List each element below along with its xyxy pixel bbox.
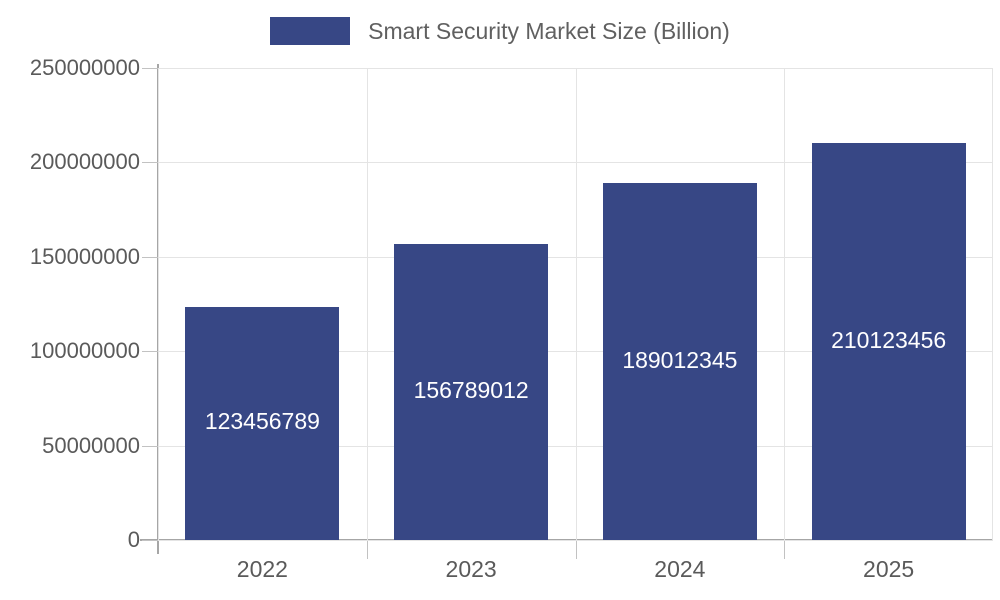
gridline-vertical: [784, 68, 785, 540]
legend-entry-label: Smart Security Market Size (Billion): [368, 18, 730, 44]
x-axis-tick-label: 2024: [654, 556, 706, 582]
bar-value-label: 210123456: [831, 326, 947, 353]
gridline-horizontal: [158, 540, 993, 541]
y-axis-tick-mark: [142, 351, 158, 353]
bar-value-label: 189012345: [622, 346, 738, 373]
x-axis-tick-mark: [367, 541, 368, 559]
gridline-vertical: [367, 68, 368, 540]
bar-2022[interactable]: 123456789: [185, 306, 340, 540]
y-axis-tick-label: 50000000: [42, 432, 140, 458]
gridline-horizontal: [158, 162, 993, 164]
y-axis-tick-mark: [142, 68, 158, 69]
gridline-horizontal: [158, 68, 993, 69]
y-axis-tick-mark: [142, 540, 158, 541]
legend-entry-market-size[interactable]: Smart Security Market Size (Billion): [270, 17, 730, 45]
x-axis-tick-mark: [784, 541, 785, 559]
y-axis-tick-label: 200000000: [29, 149, 140, 175]
x-axis-tick-label: 2023: [445, 556, 497, 582]
y-axis-tick-mark: [142, 445, 158, 447]
gridline-vertical: [576, 68, 577, 540]
y-axis-tick-label: 150000000: [29, 243, 140, 269]
y-axis-tick-mark: [142, 162, 158, 164]
x-axis-tick-mark: [576, 541, 577, 559]
gridline-horizontal: [158, 445, 993, 447]
bar-2024[interactable]: 189012345: [602, 183, 757, 540]
y-axis-tick-label: 250000000: [29, 55, 140, 80]
gridline-vertical: [158, 68, 159, 540]
y-axis-tick-mark: [142, 256, 158, 258]
gridline-vertical: [992, 68, 993, 540]
bar-2023[interactable]: 156789012: [394, 243, 549, 540]
gridline-horizontal: [158, 351, 993, 353]
chart-legend: Smart Security Market Size (Billion): [0, 12, 1000, 50]
gridline-horizontal: [158, 256, 993, 258]
y-axis-tick-label: 0: [127, 527, 140, 552]
legend-color-swatch-icon: [270, 17, 351, 45]
bar-value-label: 123456789: [204, 408, 320, 435]
y-axis-tick-label: 100000000: [29, 338, 140, 364]
bar-2025[interactable]: 210123456: [811, 143, 966, 540]
plot-area: 123456789 156789012 189012345 210123456: [158, 68, 993, 541]
x-axis-tick-label: 2022: [236, 556, 288, 582]
x-axis-tick-label: 2025: [863, 556, 915, 582]
bar-value-label: 156789012: [413, 376, 529, 403]
